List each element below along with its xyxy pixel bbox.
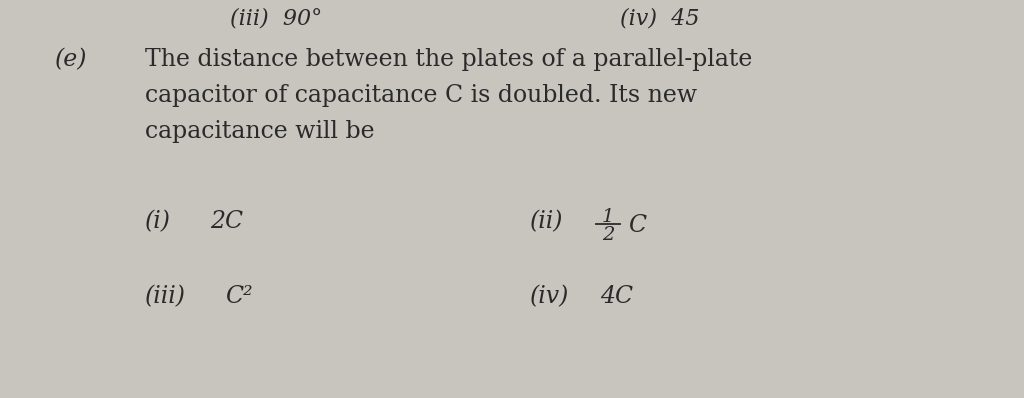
Text: (iii): (iii) [145,285,186,308]
Text: C²: C² [225,285,253,308]
Text: (iv)  45: (iv) 45 [620,8,699,30]
Text: C: C [628,214,646,237]
Text: capacitor of capacitance C is doubled. Its new: capacitor of capacitance C is doubled. I… [145,84,697,107]
Text: The distance between the plates of a parallel-plate: The distance between the plates of a par… [145,48,753,71]
Text: (i): (i) [145,210,171,233]
Text: 1: 1 [602,208,614,226]
Text: capacitance will be: capacitance will be [145,120,375,143]
Text: 2C: 2C [210,210,243,233]
Text: (e): (e) [55,48,87,71]
Text: (iv): (iv) [530,285,569,308]
Text: (ii): (ii) [530,210,563,233]
Text: (iii)  90°: (iii) 90° [230,8,323,30]
Text: 2: 2 [602,226,614,244]
Text: 4C: 4C [600,285,633,308]
